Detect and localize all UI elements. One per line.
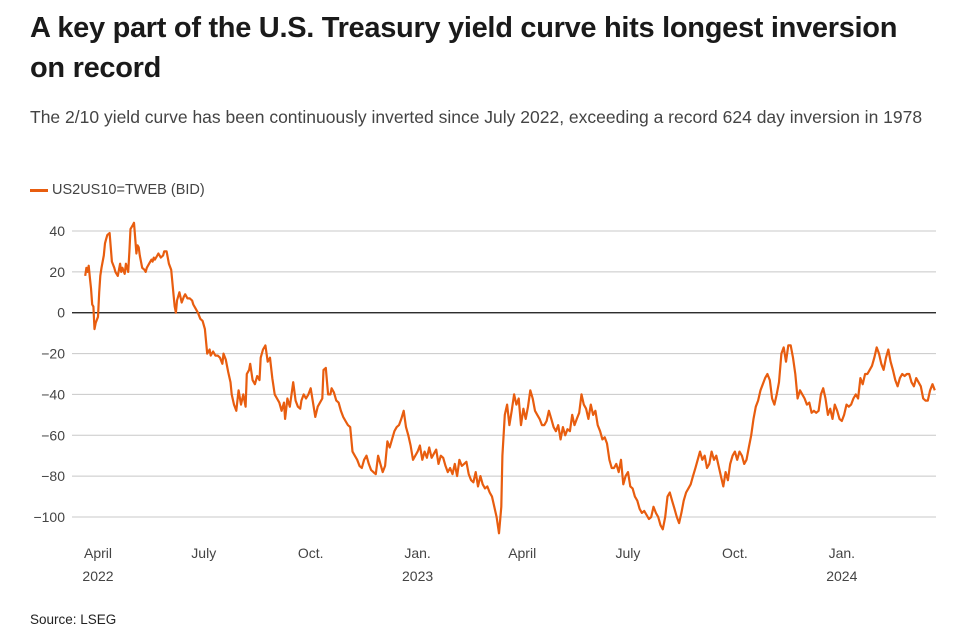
x-tick-label: Jan. (829, 545, 855, 561)
x-tick-label: July (191, 545, 216, 561)
x-tick-label: Jan. (404, 545, 430, 561)
y-tick-label: 40 (49, 223, 65, 239)
x-tick-label: Oct. (298, 545, 324, 561)
x-tick-label: Oct. (722, 545, 748, 561)
gridlines (72, 230, 936, 518)
source-note: Source: LSEG (30, 612, 117, 627)
y-axis: 40 20 0 −20 −40 −60 −80 −100 (33, 223, 65, 525)
x-tick-label: July (616, 545, 641, 561)
series-lines (84, 221, 936, 535)
series-line (84, 221, 936, 535)
y-tick-label: −40 (41, 386, 65, 402)
y-tick-label: −20 (41, 346, 65, 362)
x-tick-year-label: 2023 (402, 568, 433, 584)
legend: US2US10=TWEB (BID) (30, 182, 205, 198)
x-tick-year-label: 2024 (826, 568, 857, 584)
y-tick-label: −80 (41, 468, 65, 484)
x-axis: April 2022 July Oct. Jan. 2023 April July Oct. Ja… (82, 545, 857, 584)
x-tick-label: April (508, 545, 536, 561)
x-tick-year-label: 2022 (82, 568, 113, 584)
y-tick-label: 20 (49, 264, 65, 280)
legend-swatch (30, 188, 48, 192)
legend-label: US2US10=TWEB (BID) (52, 182, 205, 198)
y-tick-label: −60 (41, 427, 65, 443)
chart-title: A key part of the U.S. Treasury yield cu… (30, 12, 898, 84)
y-tick-label: −100 (33, 509, 65, 525)
chart-subtitle: The 2/10 yield curve has been continuous… (30, 107, 923, 127)
x-tick-label: April (84, 545, 112, 561)
y-tick-label: 0 (57, 305, 65, 321)
